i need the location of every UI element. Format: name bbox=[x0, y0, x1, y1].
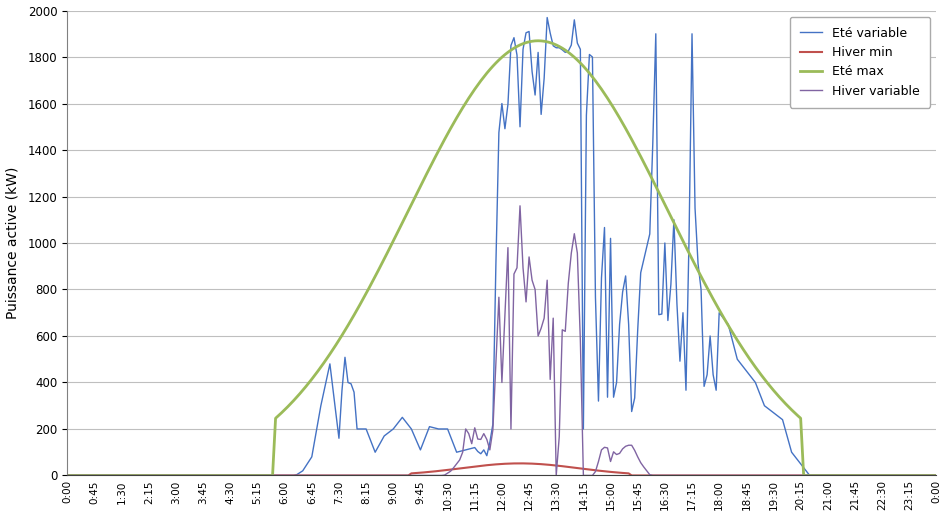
Hiver variable bbox=[484, 447, 495, 453]
Eté max bbox=[532, 38, 544, 44]
Eté max bbox=[71, 472, 82, 478]
Hiver min bbox=[514, 460, 526, 466]
Eté variable bbox=[931, 472, 942, 478]
Eté max bbox=[750, 364, 761, 370]
Line: Eté max: Eté max bbox=[67, 41, 937, 475]
Hiver min bbox=[71, 472, 82, 478]
Eté variable bbox=[62, 472, 73, 478]
Eté max bbox=[191, 472, 203, 478]
Line: Eté variable: Eté variable bbox=[67, 18, 937, 475]
Hiver variable bbox=[71, 472, 82, 478]
Hiver variable bbox=[351, 472, 363, 478]
Eté variable bbox=[101, 472, 113, 478]
Hiver min bbox=[191, 472, 203, 478]
Hiver min bbox=[931, 472, 942, 478]
Hiver min bbox=[101, 472, 113, 478]
Hiver variable bbox=[931, 472, 942, 478]
Eté variable bbox=[191, 472, 203, 478]
Eté max bbox=[62, 472, 73, 478]
Hiver min bbox=[750, 472, 761, 478]
Hiver variable bbox=[191, 472, 203, 478]
Hiver min bbox=[484, 462, 495, 468]
Line: Hiver min: Hiver min bbox=[67, 463, 937, 475]
Hiver variable bbox=[62, 472, 73, 478]
Eté max bbox=[484, 67, 495, 73]
Hiver min bbox=[351, 472, 363, 478]
Y-axis label: Puissance active (kW): Puissance active (kW) bbox=[6, 167, 20, 319]
Hiver variable bbox=[101, 472, 113, 478]
Hiver variable bbox=[514, 203, 526, 209]
Hiver min bbox=[62, 472, 73, 478]
Legend: Eté variable, Hiver min, Eté max, Hiver variable: Eté variable, Hiver min, Eté max, Hiver … bbox=[790, 17, 930, 107]
Eté variable bbox=[71, 472, 82, 478]
Eté max bbox=[931, 472, 942, 478]
Eté variable bbox=[750, 379, 761, 385]
Line: Hiver variable: Hiver variable bbox=[67, 206, 937, 475]
Eté variable bbox=[351, 426, 363, 432]
Eté variable bbox=[542, 14, 553, 21]
Eté max bbox=[351, 307, 363, 313]
Hiver variable bbox=[750, 472, 761, 478]
Eté max bbox=[101, 472, 113, 478]
Eté variable bbox=[484, 439, 495, 445]
